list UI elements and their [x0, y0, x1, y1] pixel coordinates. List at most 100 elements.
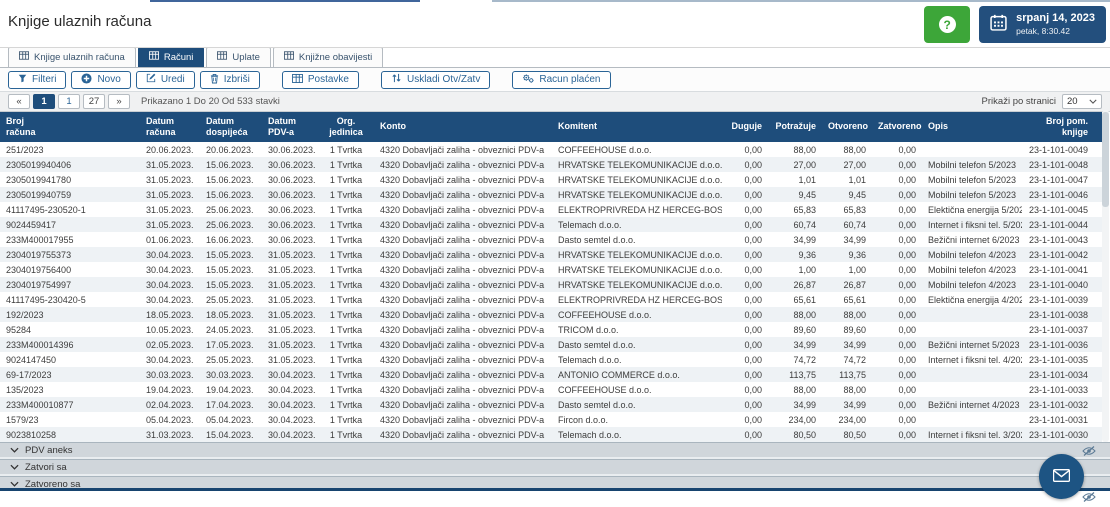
eye-slash-icon[interactable]: [1082, 489, 1096, 507]
envelope-icon: [1052, 468, 1071, 485]
table-row[interactable]: 135/2023 19.04.2023. 19.04.2023. 30.04.2023…: [0, 382, 1102, 397]
column-header[interactable]: Broj računa: [0, 112, 140, 142]
table-cell: 0,00: [898, 414, 916, 425]
table-cell: 0,00: [898, 339, 916, 350]
table-row[interactable]: 2304019756400 30.04.2023. 15.05.2023. 31.05…: [0, 262, 1102, 277]
table-cell: 95284: [6, 324, 32, 335]
table-cell: ANTONIO COMMERCE d.o.o.: [558, 369, 680, 380]
edit-button[interactable]: Uredi: [135, 70, 195, 89]
column-header[interactable]: Zatvoreno: [872, 112, 922, 142]
per-page-select[interactable]: 20: [1062, 94, 1102, 109]
table-row[interactable]: 1579/23 05.04.2023. 05.04.2023. 30.04.2023.…: [0, 412, 1102, 427]
column-header[interactable]: Opis: [922, 112, 1022, 142]
table-cell: 1 Tvrtka: [329, 189, 363, 200]
eye-slash-icon[interactable]: [1082, 443, 1096, 461]
table-cell: 4320 Dobavljači zaliha - obveznici PDV-a: [380, 384, 545, 395]
button-label: Uskladi Otv/Zatv: [406, 74, 481, 85]
table-row[interactable]: 9024147450 30.04.2023. 25.05.2023. 31.05.20…: [0, 352, 1102, 367]
panel-zatvoreno-sa[interactable]: Zatvoreno sa: [0, 476, 1110, 491]
table-cell: 31.05.2023.: [268, 279, 316, 290]
column-header[interactable]: Duguje: [722, 112, 768, 142]
table-cell: Dasto semtel d.o.o.: [558, 234, 636, 245]
table-cell: 0,00: [744, 414, 762, 425]
table-row[interactable]: 2304019754997 30.04.2023. 15.05.2023. 31.05…: [0, 277, 1102, 292]
table-cell: 30.04.2023.: [146, 294, 194, 305]
table-row[interactable]: 41117495-230420-5 30.04.2023. 25.05.2023. 3…: [0, 292, 1102, 307]
table-cell: 0,00: [898, 204, 916, 215]
table-cell: 4320 Dobavljači zaliha - obveznici PDV-a: [380, 159, 545, 170]
table-cell: 60,74: [843, 219, 866, 230]
date-widget[interactable]: srpanj 14, 2023 petak, 8:30.42: [979, 6, 1106, 43]
table-row[interactable]: 9024459417 31.05.2023. 25.06.2023. 30.06.20…: [0, 217, 1102, 232]
table-cell: 9,45: [798, 189, 816, 200]
column-header[interactable]: Datum dospijeća: [200, 112, 262, 142]
table-row[interactable]: 233M400014396 02.05.2023. 17.05.2023. 31.05…: [0, 337, 1102, 352]
pagination-next-button[interactable]: »: [108, 94, 130, 109]
button-label: Uredi: [160, 74, 185, 85]
table-row[interactable]: 2304019755373 30.04.2023. 15.05.2023. 31.05…: [0, 247, 1102, 262]
table-row[interactable]: 233M400010877 02.04.2023. 17.04.2023. 30.04…: [0, 397, 1102, 412]
tab-uplate[interactable]: Uplate: [206, 47, 271, 67]
table-row[interactable]: 95284 10.05.2023. 24.05.2023. 31.05.2023. 1 …: [0, 322, 1102, 337]
table-row[interactable]: 2305019940759 31.05.2023. 15.06.2023. 30.06…: [0, 187, 1102, 202]
message-fab-button[interactable]: [1039, 454, 1084, 499]
column-header[interactable]: Org. jedinica: [318, 112, 374, 142]
table-row[interactable]: 233M400017955 01.06.2023. 16.06.2023. 30.06…: [0, 232, 1102, 247]
column-header[interactable]: Komitent: [552, 112, 722, 142]
settings-button[interactable]: Postavke: [281, 70, 359, 89]
table-cell: 0,00: [898, 369, 916, 380]
table-cell: 30.04.2023.: [268, 399, 316, 410]
pagination-first-button[interactable]: «: [8, 94, 30, 109]
panel-zatvori-sa[interactable]: Zatvori sa: [0, 459, 1110, 474]
pagination-page-1-button[interactable]: 1: [33, 94, 55, 109]
scrollbar-thumb[interactable]: [1102, 112, 1109, 207]
page-input[interactable]: [58, 94, 80, 109]
table-row[interactable]: 41117495-230520-1 31.05.2023. 25.06.2023. 3…: [0, 202, 1102, 217]
pagination-total-pages[interactable]: 27: [83, 94, 105, 109]
column-header[interactable]: Konto: [374, 112, 552, 142]
panel-pdv-aneks[interactable]: PDV aneks: [0, 442, 1110, 457]
table-cell: 34,99: [843, 339, 866, 350]
column-header[interactable]: Potražuje: [768, 112, 822, 142]
invoice-paid-button[interactable]: Racun plaćen: [512, 70, 611, 89]
table-row[interactable]: 2305019941780 31.05.2023. 15.06.2023. 30.06…: [0, 172, 1102, 187]
table-cell: 30.04.2023.: [268, 369, 316, 380]
table-cell: 0,00: [744, 234, 762, 245]
delete-button[interactable]: Izbriši: [199, 70, 260, 89]
filter-button[interactable]: Filteri: [8, 70, 67, 89]
table-row[interactable]: 9023810258 31.03.2023. 15.04.2023. 30.04.20…: [0, 427, 1102, 442]
table-cell: 17.05.2023.: [206, 339, 254, 350]
table-cell: [922, 142, 1022, 157]
help-button[interactable]: ?: [924, 6, 971, 43]
column-header[interactable]: Datum računa: [140, 112, 200, 142]
table-cell: 0,00: [898, 249, 916, 260]
table-row[interactable]: 69-17/2023 30.03.2023. 30.03.2023. 30.04.20…: [0, 367, 1102, 382]
table-cell: 30.04.2023.: [268, 384, 316, 395]
table-row[interactable]: 2305019940406 31.05.2023. 15.06.2023. 30.06…: [0, 157, 1102, 172]
per-page-label: Prikaži po stranici: [981, 96, 1056, 107]
column-header[interactable]: Datum PDV-a: [262, 112, 318, 142]
table-cell: 0,00: [744, 339, 762, 350]
table-cell: 80,50: [793, 429, 816, 440]
table-row[interactable]: 192/2023 18.05.2023. 18.05.2023. 31.05.2023…: [0, 307, 1102, 322]
table-cell: 30.06.2023.: [268, 144, 316, 155]
table-cell: 9024147450: [6, 354, 57, 365]
tab-knjizne-obavijesti[interactable]: Knjižne obavijesti: [272, 47, 384, 67]
table-cell: 88,00: [793, 309, 816, 320]
table-cell: 4320 Dobavljači zaliha - obveznici PDV-a: [380, 204, 545, 215]
column-header[interactable]: Otvoreno: [822, 112, 872, 142]
vertical-scrollbar[interactable]: [1102, 110, 1109, 442]
table-cell: 1 Tvrtka: [329, 414, 363, 425]
sync-open-closed-button[interactable]: Uskladi Otv/Zatv: [380, 70, 491, 89]
table-cell: 31.05.2023.: [146, 159, 194, 170]
new-button[interactable]: Novo: [71, 70, 131, 89]
column-header[interactable]: Broj pom. knjige: [1022, 112, 1102, 142]
table-row[interactable]: 251/2023 20.06.2023. 20.06.2023. 30.06.2023…: [0, 142, 1102, 157]
panel-label: PDV aneks: [25, 444, 73, 456]
table-cell: 30.03.2023.: [206, 369, 254, 380]
tab-knjige-ulaznih-racuna[interactable]: Knjige ulaznih računa: [8, 47, 136, 67]
table-cell: 0,00: [744, 354, 762, 365]
table-cell: 4320 Dobavljači zaliha - obveznici PDV-a: [380, 429, 545, 440]
tab-racuni[interactable]: Računi: [137, 47, 205, 67]
toolbar: Filteri Novo Uredi Izbriši Postavke Uskl…: [0, 68, 1110, 92]
